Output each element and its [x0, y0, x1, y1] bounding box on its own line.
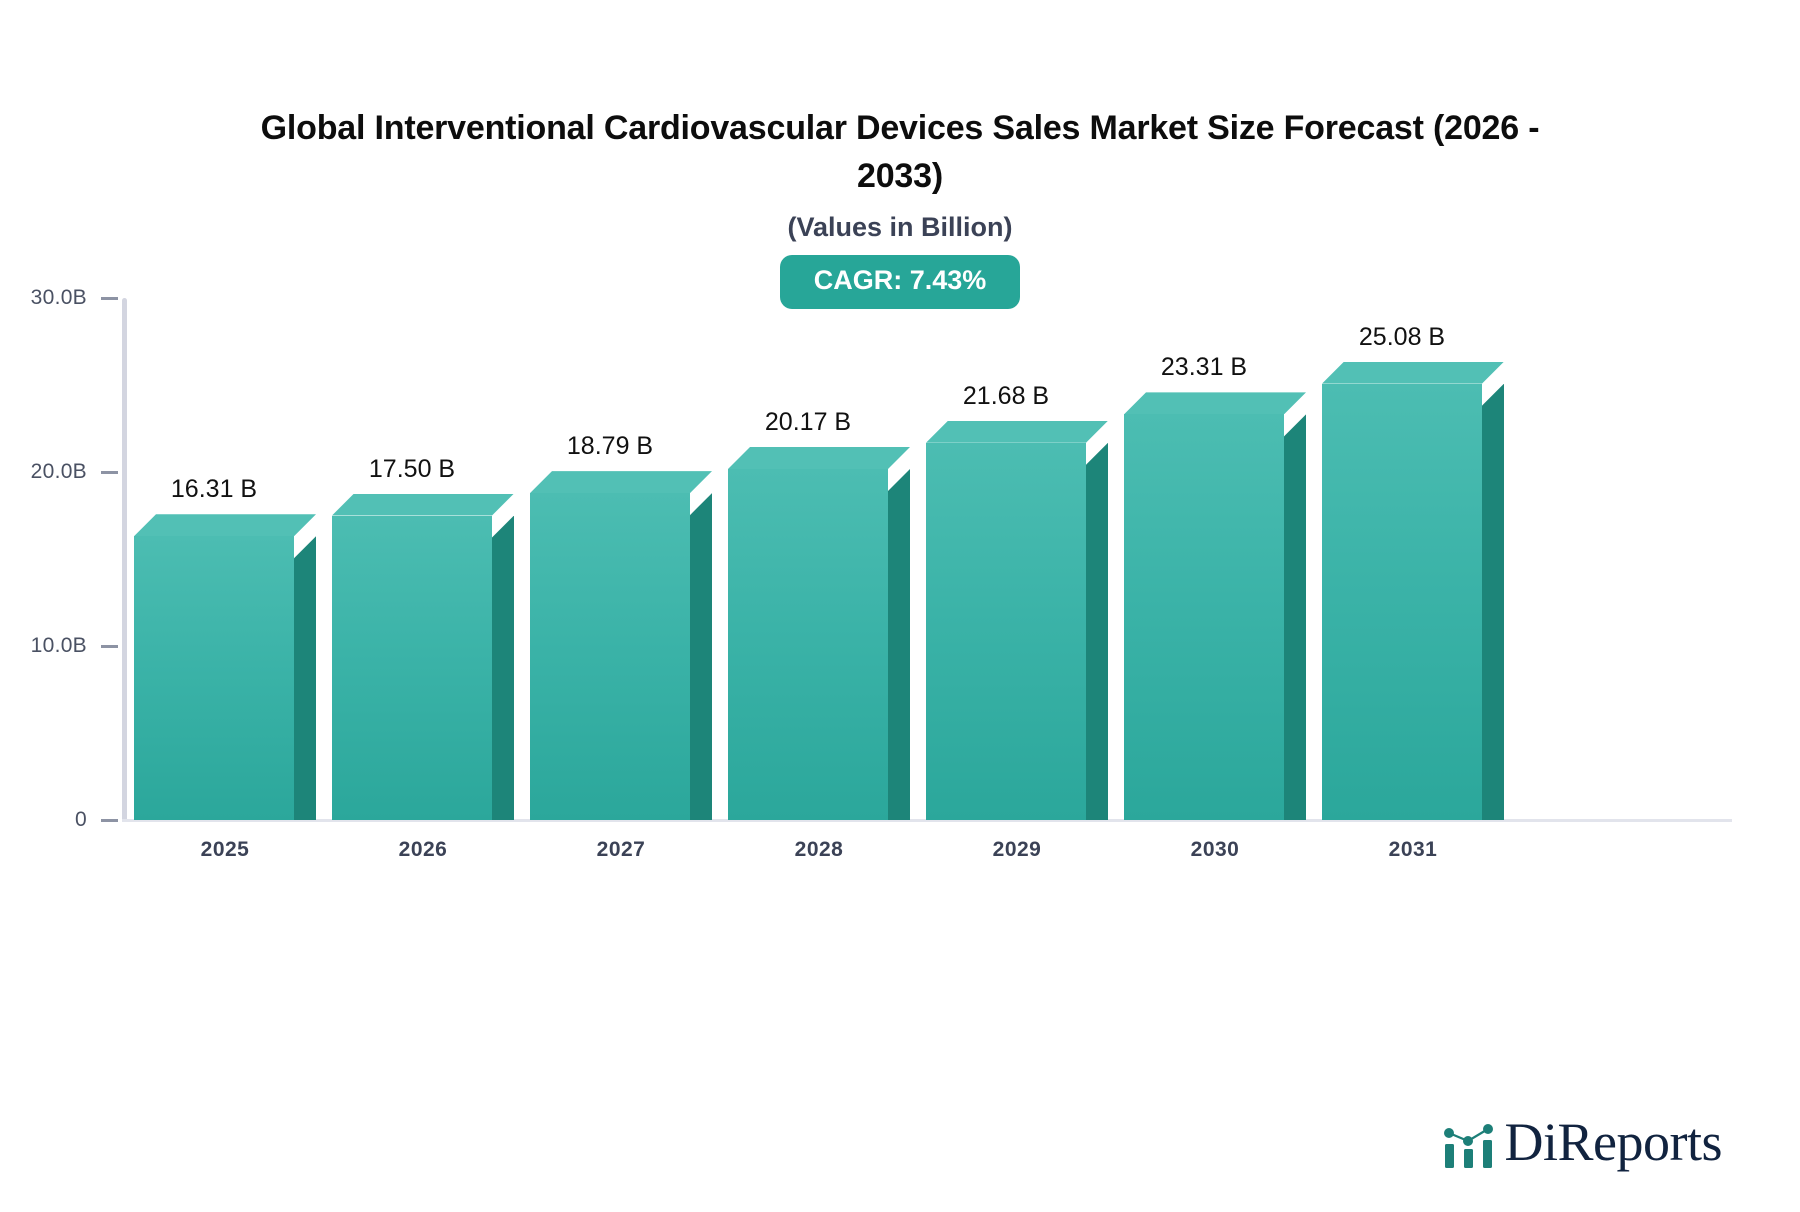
x-axis-tick-label: 2027 [596, 838, 646, 861]
y-axis-tick-mark [101, 644, 118, 648]
bar-value-label: 25.08 B [1358, 322, 1446, 351]
bar-top-face [728, 447, 910, 470]
bar-front-face [926, 442, 1086, 820]
y-axis-tick-label: 20.0B [30, 460, 87, 483]
bar[interactable]: 25.08 B [1322, 323, 1504, 820]
bar-side-face [492, 515, 514, 820]
bar[interactable]: 18.79 B [530, 432, 712, 820]
bar[interactable]: 23.31 B [1124, 353, 1306, 820]
bar-value-label: 21.68 B [962, 381, 1050, 410]
y-axis-tick: 10.0B [0, 634, 118, 657]
y-axis-line [122, 298, 127, 822]
bar[interactable]: 16.31 B [134, 475, 316, 820]
cagr-badge-wrapper: CAGR: 7.43% [140, 254, 1660, 309]
bar[interactable]: 21.68 B [926, 382, 1108, 820]
bar-front-face [1124, 414, 1284, 820]
y-axis-tick-mark [101, 470, 118, 474]
page-title: Global Interventional Cardiovascular Dev… [260, 109, 1540, 196]
bar[interactable]: 17.50 B [332, 455, 514, 820]
y-axis-tick-label: 0 [75, 808, 87, 831]
bar-top-face [1322, 361, 1504, 384]
x-axis-tick-label: 2026 [398, 838, 448, 861]
direports-logo: DiReports [1443, 1111, 1723, 1172]
bar-value-label: 17.50 B [368, 454, 456, 483]
y-axis-tick: 20.0B [0, 460, 118, 483]
bar-side-face [1482, 383, 1504, 820]
bar-side-face [690, 493, 712, 820]
bar-value-label: 16.31 B [170, 475, 258, 504]
x-axis-tick-label: 2031 [1388, 838, 1438, 861]
bar-value-label: 20.17 B [764, 408, 852, 437]
x-axis-line [122, 819, 1732, 822]
bar-top-face [1124, 392, 1306, 415]
y-axis-tick-label: 30.0B [30, 286, 87, 309]
bar[interactable]: 20.17 B [728, 408, 910, 820]
cagr-badge: CAGR: 7.43% [779, 254, 1021, 309]
bar-front-face [332, 515, 492, 820]
y-axis-tick: 30.0B [0, 286, 118, 309]
bar-top-face [134, 514, 316, 537]
x-axis-tick-label: 2028 [794, 838, 844, 861]
bar-front-face [134, 536, 294, 820]
logo-text: DiReports [1504, 1111, 1723, 1172]
x-axis-tick-label: 2025 [200, 838, 250, 861]
bar-chart-icon [1443, 1122, 1495, 1168]
y-axis-tick-mark [101, 818, 118, 822]
x-axis-tick-label: 2030 [1190, 838, 1240, 861]
chart-header: Global Interventional Cardiovascular Dev… [140, 104, 1660, 309]
y-axis-tick-mark [101, 296, 118, 300]
bar-value-label: 23.31 B [1160, 353, 1248, 382]
y-axis-tick-label: 10.0B [30, 634, 87, 657]
y-axis-tick: 0 [0, 808, 118, 831]
bar-value-label: 18.79 B [566, 432, 654, 461]
bar-top-face [530, 471, 712, 494]
bar-side-face [1086, 442, 1108, 820]
bar-front-face [728, 469, 888, 820]
bar-front-face [530, 493, 690, 820]
bar-side-face [1284, 414, 1306, 820]
bar-top-face [332, 493, 514, 516]
bar-side-face [888, 469, 910, 820]
x-axis-tick-label: 2029 [992, 838, 1042, 861]
bar-front-face [1322, 383, 1482, 820]
chart-subtitle: (Values in Billion) [787, 211, 1013, 242]
bar-top-face [926, 420, 1108, 443]
bar-side-face [294, 536, 316, 820]
